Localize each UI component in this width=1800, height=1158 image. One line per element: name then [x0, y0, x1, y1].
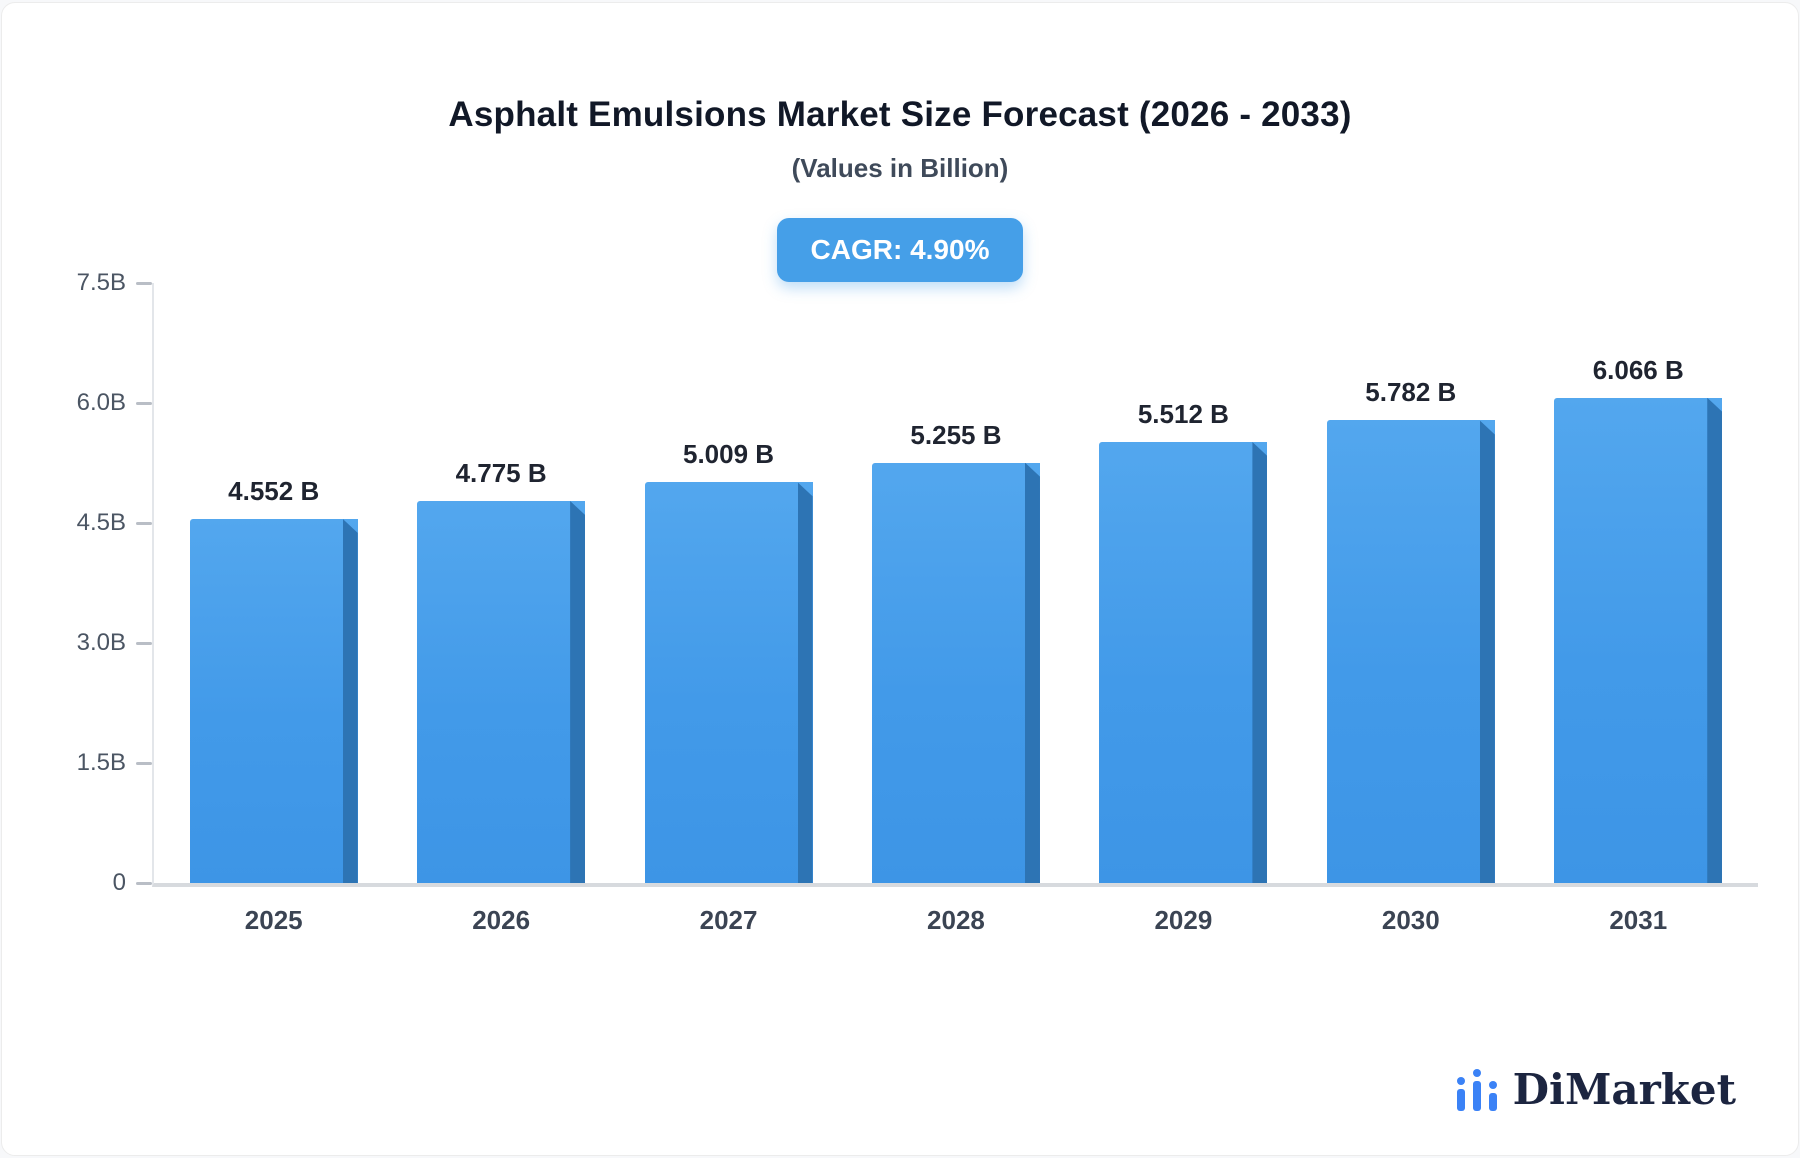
x-axis-label: 2031 [1609, 905, 1668, 935]
bars-container: 4.552 B 2025 4.775 B 2026 5.009 B 2027 5.255 B… [154, 283, 1758, 935]
bar-slot: 4.775 B 2026 [417, 283, 586, 935]
x-axis-label: 2030 [1381, 905, 1440, 935]
bar-slot: 6.066 B 2031 [1554, 283, 1723, 935]
y-tick-label: 7.5B [76, 269, 126, 296]
x-axis-label: 2026 [472, 905, 531, 935]
x-axis-label: 2029 [1154, 905, 1213, 935]
bar-value-label: 5.782 B [1365, 377, 1457, 408]
x-axis-label: 2025 [244, 905, 303, 935]
dimarket-logo: DiMarket [1455, 1067, 1736, 1111]
bar-value-label: 6.066 B [1592, 354, 1684, 385]
bar [189, 518, 358, 883]
bar-value-label: 4.775 B [455, 458, 547, 488]
y-tick: 0 [113, 869, 152, 897]
chart-subtitle: (Values in Billion) [791, 153, 1009, 183]
bar [1554, 397, 1723, 883]
bar-value-label: 5.255 B [910, 419, 1002, 450]
logo-wordmark: DiMarket [1512, 1065, 1736, 1114]
bar-value-label: 4.552 B [228, 475, 320, 506]
x-axis-label: 2027 [699, 905, 758, 935]
y-tick: 7.5B [77, 269, 152, 297]
y-tick-dash [136, 281, 152, 285]
bar-slot: 5.009 B 2027 [644, 283, 813, 935]
y-tick-dash [136, 881, 152, 885]
y-tick: 6.0B [77, 389, 152, 417]
y-tick-label: 1.5B [76, 749, 126, 776]
bar-chart: 0 1.5B 3.0B 4.5B 6.0B 7.5B 4.552 B 2025 4.775 B… [42, 269, 1758, 935]
x-axis-label: 2028 [927, 905, 985, 935]
bar [644, 482, 813, 883]
y-tick-label: 0 [112, 869, 126, 896]
chart-title: Asphalt Emulsions Market Size Forecast (… [448, 95, 1352, 134]
y-tick-dash [136, 761, 152, 765]
bar-slot: 5.512 B 2029 [1099, 283, 1268, 935]
bar-slot: 5.782 B 2030 [1326, 283, 1495, 935]
bar-value-label: 5.512 B [1137, 399, 1229, 430]
cagr-badge: CAGR: 4.90% [776, 218, 1024, 282]
y-tick-label: 6.0B [76, 389, 126, 416]
y-tick: 4.5B [77, 509, 152, 537]
y-tick-label: 3.0B [76, 629, 126, 656]
cagr-badge-row: CAGR: 4.90% [2, 218, 1798, 282]
y-tick: 1.5B [77, 749, 152, 777]
y-tick-dash [136, 521, 152, 525]
bar [417, 501, 586, 883]
bar [871, 462, 1040, 883]
bar-value-label: 5.009 B [683, 439, 775, 470]
mini-bar-chart-icon [1456, 1069, 1497, 1111]
plot-area: 4.552 B 2025 4.775 B 2026 5.009 B 2027 5.255 B… [152, 283, 1758, 935]
y-tick: 3.0B [77, 629, 152, 657]
bar-slot: 4.552 B 2025 [189, 283, 358, 935]
y-tick-dash [136, 401, 152, 405]
bar [1099, 442, 1268, 883]
y-tick-dash [136, 641, 152, 645]
y-axis: 0 1.5B 3.0B 4.5B 6.0B 7.5B [42, 269, 152, 896]
y-tick-label: 4.5B [76, 509, 126, 536]
bar [1326, 420, 1495, 883]
bar-slot: 5.255 B 2028 [871, 283, 1040, 935]
